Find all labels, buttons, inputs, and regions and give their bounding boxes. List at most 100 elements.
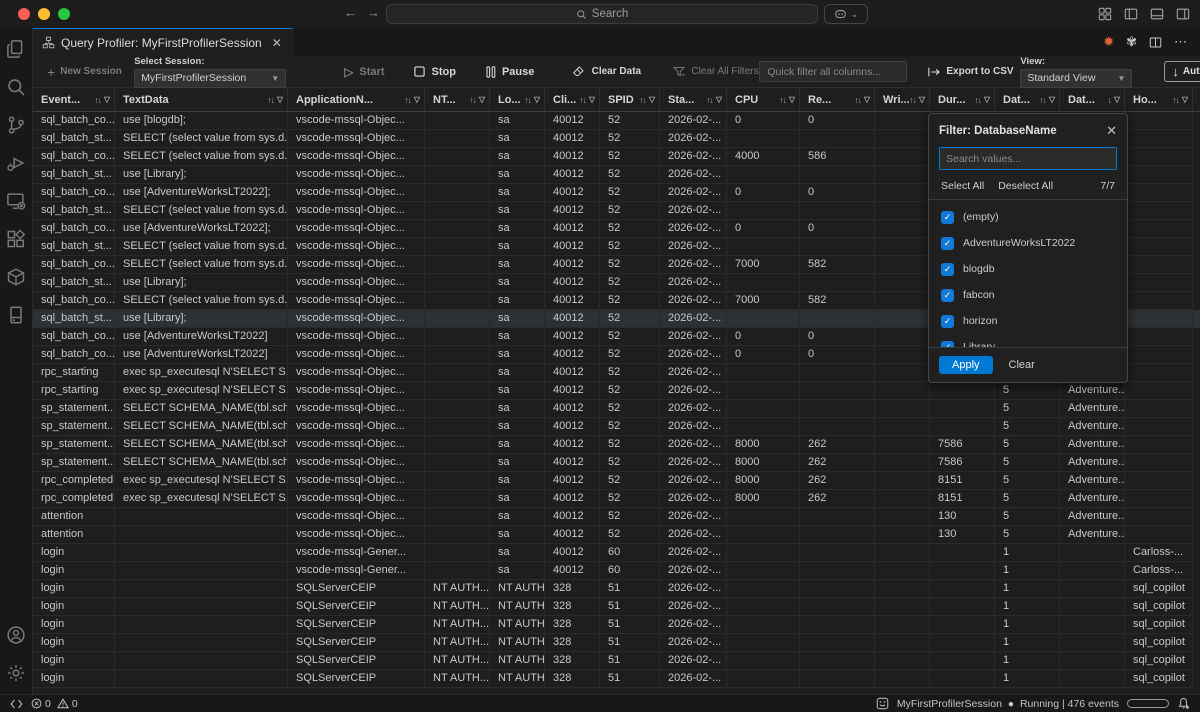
- table-row[interactable]: sql_batch_co... use [AdventureWorksLT2022…: [33, 346, 1200, 364]
- table-row[interactable]: attention vscode-mssql-Objec... sa 40012 52 2…: [33, 508, 1200, 526]
- table-row[interactable]: rpc_starting exec sp_executesql N'SELECT …: [33, 382, 1200, 400]
- forward-icon[interactable]: →: [367, 5, 380, 20]
- session-status[interactable]: MyFirstProfilerSession ● Running | 476 e…: [896, 697, 1119, 710]
- filter-icon[interactable]: ▽: [588, 95, 595, 104]
- source-control-icon[interactable]: [5, 114, 27, 136]
- filter-option[interactable]: ✓ horizon: [929, 308, 1127, 334]
- checkbox[interactable]: ✓: [941, 236, 954, 250]
- column-header-10[interactable]: Wri... ↑↓ ▽: [875, 88, 930, 111]
- tab-close-icon[interactable]: ✕: [271, 35, 282, 50]
- problems-indicator[interactable]: 0 0: [31, 698, 78, 710]
- table-row[interactable]: sp_statement... SELECT SCHEMA_NAME(tbl.sc…: [33, 400, 1200, 418]
- toggle-primary-sidebar-icon[interactable]: [1124, 7, 1138, 21]
- remote-explorer-icon[interactable]: [5, 190, 27, 212]
- filter-icon[interactable]: ▽: [413, 95, 420, 104]
- extensions-icon[interactable]: [5, 228, 27, 250]
- filter-option[interactable]: ✓ blogdb: [929, 256, 1127, 282]
- settings-gear-icon[interactable]: [5, 662, 27, 684]
- start-button[interactable]: ▷ Start: [344, 64, 385, 79]
- sort-icon[interactable]: ↑↓: [974, 94, 981, 105]
- filter-icon[interactable]: ▽: [788, 95, 795, 104]
- pause-button[interactable]: Pause: [486, 66, 534, 78]
- sort-icon[interactable]: ↑↓: [779, 94, 786, 105]
- table-row[interactable]: sp_statement... SELECT SCHEMA_NAME(tbl.sc…: [33, 454, 1200, 472]
- filter-icon[interactable]: ▽: [103, 95, 110, 104]
- tab-query-profiler[interactable]: Query Profiler: MyFirstProfilerSession ✕: [33, 28, 293, 56]
- table-row[interactable]: sql_batch_co... SELECT (select value from…: [33, 148, 1200, 166]
- filter-icon[interactable]: ▽: [983, 95, 990, 104]
- filter-icon[interactable]: ▽: [533, 95, 540, 104]
- column-header-3[interactable]: NT... ↑↓ ▽: [425, 88, 490, 111]
- run-debug-icon[interactable]: [5, 152, 27, 174]
- search-sidebar-icon[interactable]: [5, 76, 27, 98]
- checkbox[interactable]: ✓: [941, 262, 954, 276]
- filter-icon[interactable]: ▽: [276, 95, 283, 104]
- sort-icon[interactable]: ↑↓: [267, 94, 274, 105]
- column-header-6[interactable]: SPID ↑↓ ▽: [600, 88, 660, 111]
- toggle-secondary-sidebar-icon[interactable]: [1176, 7, 1190, 21]
- column-header-8[interactable]: CPU ↑↓ ▽: [727, 88, 800, 111]
- close-icon[interactable]: ✕: [1106, 123, 1117, 138]
- filter-option[interactable]: ✓ fabcon: [929, 282, 1127, 308]
- customize-layout-icon[interactable]: [1098, 7, 1112, 21]
- sort-icon[interactable]: ↑↓: [1039, 94, 1046, 105]
- column-header-2[interactable]: ApplicationN... ↑↓ ▽: [288, 88, 425, 111]
- filter-icon[interactable]: ▽: [715, 95, 722, 104]
- table-row[interactable]: sql_batch_co... use [blogdb]; vscode-mssql…: [33, 112, 1200, 130]
- minimize-window-button[interactable]: [38, 8, 50, 20]
- copilot-menu-button[interactable]: ⌄: [824, 4, 868, 24]
- sort-icon[interactable]: ↓: [1107, 94, 1112, 105]
- auto-scroll-toggle[interactable]: ↓ Auto-scroll: [1164, 61, 1200, 82]
- table-row[interactable]: sql_batch_st... use [Library]; vscode-mssq…: [33, 310, 1200, 328]
- quick-filter-input[interactable]: [759, 61, 908, 82]
- stop-button[interactable]: Stop: [414, 66, 456, 78]
- filter-icon[interactable]: ▽: [648, 95, 655, 104]
- filter-option[interactable]: ✓ AdventureWorksLT2022: [929, 230, 1127, 256]
- sort-icon[interactable]: ↑↓: [639, 94, 646, 105]
- notifications-bell-icon[interactable]: [1177, 697, 1190, 710]
- column-header-9[interactable]: Re... ↑↓ ▽: [800, 88, 875, 111]
- filter-icon[interactable]: ▽: [918, 95, 925, 104]
- table-row[interactable]: rpc_completed exec sp_executesql N'SELECT…: [33, 490, 1200, 508]
- sort-icon[interactable]: ↑↓: [706, 94, 713, 105]
- sort-icon[interactable]: ↑↓: [469, 94, 476, 105]
- checkbox[interactable]: ✓: [941, 288, 954, 302]
- sort-icon[interactable]: ↑↓: [1172, 94, 1179, 105]
- sort-icon[interactable]: ↑↓: [524, 94, 531, 105]
- table-row[interactable]: sql_batch_co... SELECT (select value from…: [33, 256, 1200, 274]
- clear-button[interactable]: Clear: [1008, 359, 1035, 371]
- checkbox[interactable]: ✓: [941, 210, 954, 224]
- table-row[interactable]: sql_batch_st... use [Library]; vscode-mssq…: [33, 274, 1200, 292]
- sort-icon[interactable]: ↑↓: [579, 94, 586, 105]
- column-header-14[interactable]: Ho... ↑↓ ▽: [1125, 88, 1193, 111]
- maximize-window-button[interactable]: [58, 8, 70, 20]
- table-row[interactable]: sp_statement... SELECT SCHEMA_NAME(tbl.sc…: [33, 418, 1200, 436]
- table-row[interactable]: sql_batch_st... SELECT (select value from…: [33, 130, 1200, 148]
- filter-icon[interactable]: ▽: [478, 95, 485, 104]
- more-actions-icon[interactable]: ⋯: [1174, 34, 1188, 49]
- filter-icon[interactable]: ▽: [1181, 95, 1188, 104]
- column-header-13[interactable]: Dat... ↓ ▽: [1060, 88, 1125, 111]
- explorer-icon[interactable]: [5, 38, 27, 60]
- remote-indicator-icon[interactable]: [10, 698, 23, 710]
- select-all-button[interactable]: Select All: [941, 180, 985, 192]
- export-csv-button[interactable]: Export to CSV: [927, 66, 1014, 78]
- filter-search-input[interactable]: [939, 147, 1117, 170]
- table-row[interactable]: sp_statement... SELECT SCHEMA_NAME(tbl.sc…: [33, 436, 1200, 454]
- filter-icon[interactable]: ▽: [1048, 95, 1055, 104]
- back-icon[interactable]: ←: [344, 5, 357, 20]
- clear-data-button[interactable]: Clear Data: [572, 65, 642, 78]
- filter-icon[interactable]: ▽: [1113, 95, 1120, 104]
- deselect-all-button[interactable]: Deselect All: [998, 180, 1054, 192]
- column-header-5[interactable]: Cli... ↑↓ ▽: [545, 88, 600, 111]
- checkbox[interactable]: ✓: [941, 340, 954, 347]
- checkbox[interactable]: ✓: [941, 314, 954, 328]
- table-row[interactable]: sql_batch_st... use [Library]; vscode-mssq…: [33, 166, 1200, 184]
- toggle-panel-icon[interactable]: [1150, 7, 1164, 21]
- command-search-input[interactable]: Search: [386, 4, 818, 24]
- feedback-smiley-icon[interactable]: [876, 697, 889, 710]
- filter-icon[interactable]: ▽: [863, 95, 870, 104]
